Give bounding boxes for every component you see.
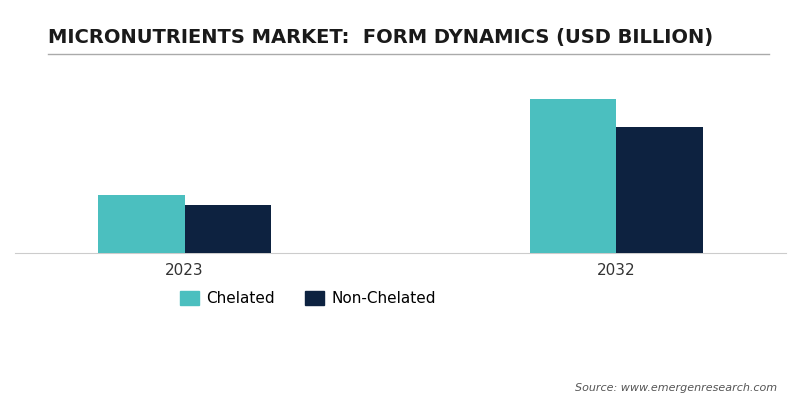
Bar bbox=[617, 127, 702, 253]
Text: Source: www.emergenresearch.com: Source: www.emergenresearch.com bbox=[575, 383, 777, 393]
Legend: Chelated, Non-Chelated: Chelated, Non-Chelated bbox=[174, 285, 442, 312]
Bar bbox=[99, 195, 184, 253]
Text: MICRONUTRIENTS MARKET:  FORM DYNAMICS (USD BILLION): MICRONUTRIENTS MARKET: FORM DYNAMICS (US… bbox=[48, 28, 713, 47]
Bar bbox=[184, 205, 271, 253]
Bar bbox=[530, 99, 617, 253]
